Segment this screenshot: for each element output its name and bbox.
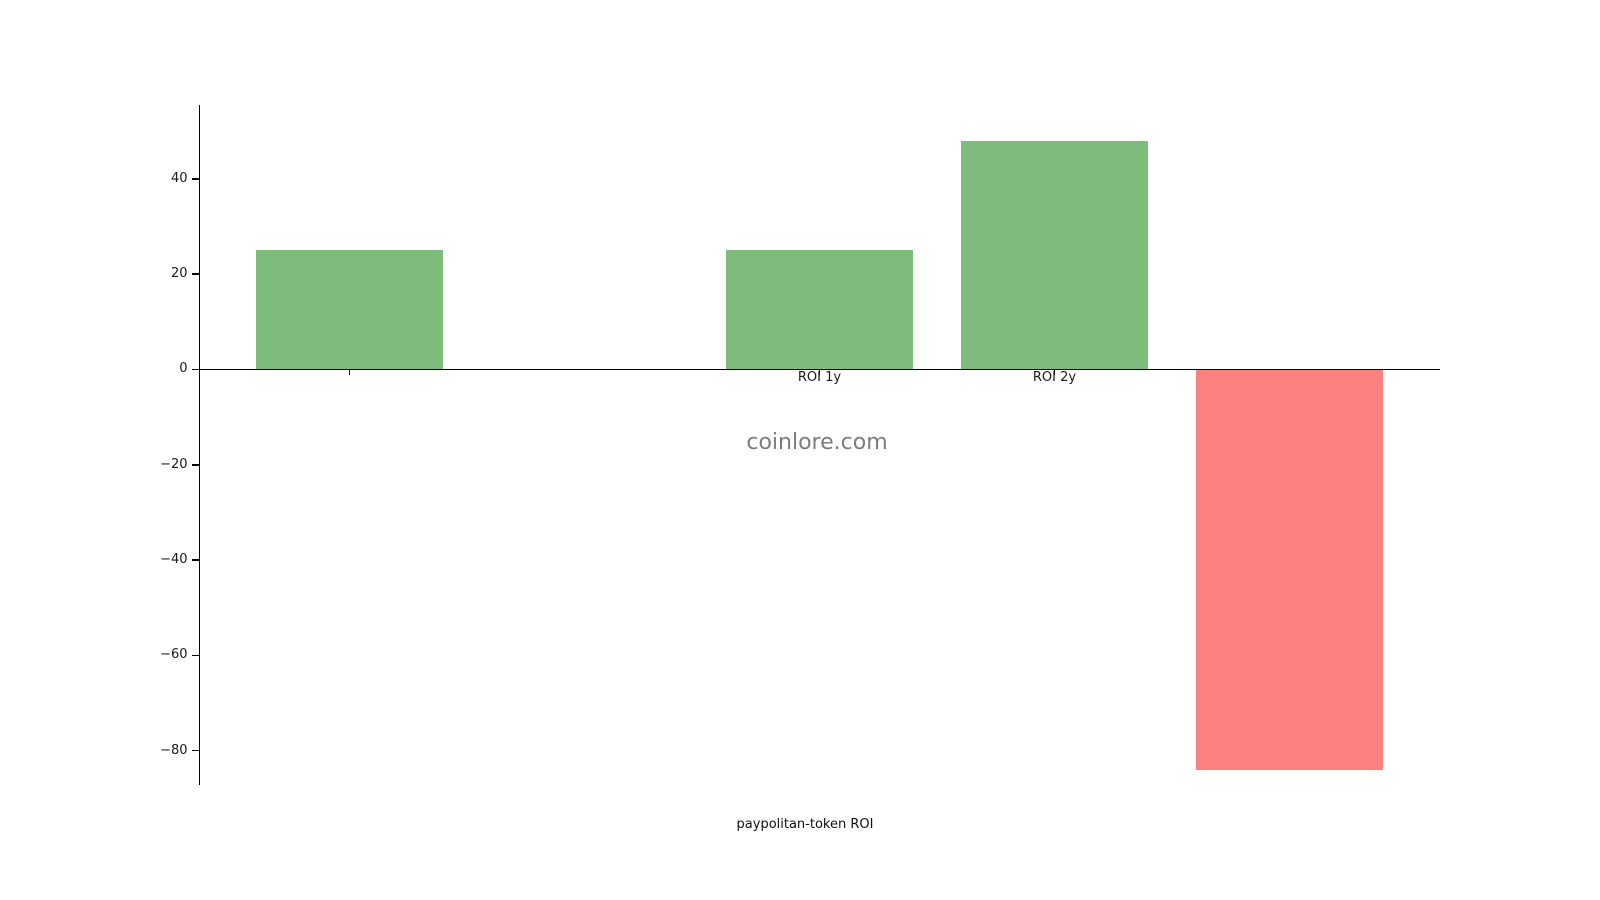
- y-tick-label-−60: −60: [160, 647, 188, 663]
- bar-slot-4: [1196, 369, 1383, 770]
- bar-roi-2y: [961, 140, 1148, 370]
- y-tick-label-−80: −80: [160, 742, 188, 758]
- y-tick-label-20: 20: [170, 266, 188, 282]
- y-tick-20: [191, 273, 199, 275]
- y-tick-label-40: 40: [170, 170, 188, 186]
- y-tick-−20: [191, 464, 199, 466]
- y-tick-−40: [191, 559, 199, 561]
- y-tick-label-−20: −20: [160, 456, 188, 472]
- watermark-text: coinlore.com: [746, 430, 888, 455]
- bar-slot-0: [256, 250, 443, 370]
- x-tick-label-roi-1y: ROI 1y: [797, 370, 842, 386]
- x-tick-label-roi-2y: ROI 2y: [1032, 370, 1077, 386]
- y-tick-label-0: 0: [179, 361, 188, 377]
- x-tick-slot-0: [348, 369, 351, 376]
- y-axis-line: [198, 105, 200, 785]
- chart-title: paypolitan-token ROI: [736, 817, 874, 832]
- y-tick-−80: [191, 749, 199, 752]
- x-tick-roi-1y: [818, 369, 821, 376]
- y-tick-40: [191, 178, 199, 180]
- bar-roi-1y: [726, 250, 913, 370]
- y-tick-0: [191, 368, 199, 371]
- x-tick-roi-2y: [1053, 369, 1056, 376]
- y-tick-−60: [191, 654, 199, 657]
- y-tick-label-−40: −40: [160, 552, 188, 568]
